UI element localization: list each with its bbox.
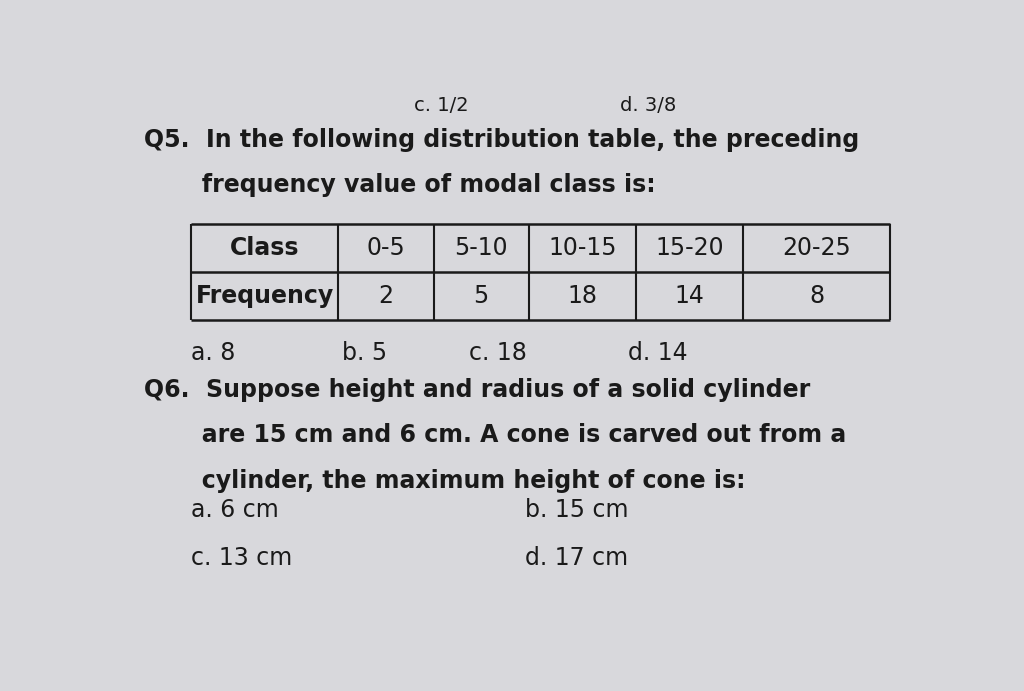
Text: Class: Class [230,236,300,260]
Text: 5-10: 5-10 [455,236,508,260]
Text: 20-25: 20-25 [782,236,851,260]
Text: are 15 cm and 6 cm. A cone is carved out from a: are 15 cm and 6 cm. A cone is carved out… [143,424,846,448]
Text: a. 6 cm: a. 6 cm [191,498,280,522]
Text: d. 17 cm: d. 17 cm [524,546,628,570]
Text: c. 1/2: c. 1/2 [414,96,468,115]
Text: 18: 18 [567,284,597,307]
Text: cylinder, the maximum height of cone is:: cylinder, the maximum height of cone is: [143,468,745,493]
Text: 2: 2 [379,284,393,307]
Text: 15-20: 15-20 [655,236,724,260]
Text: c. 13 cm: c. 13 cm [191,546,293,570]
Text: 14: 14 [675,284,705,307]
Text: 5: 5 [473,284,488,307]
Text: Frequency: Frequency [196,284,334,307]
Text: 8: 8 [809,284,824,307]
Text: b. 5: b. 5 [342,341,387,365]
Text: a. 8: a. 8 [191,341,236,365]
Text: b. 15 cm: b. 15 cm [524,498,629,522]
Text: d. 14: d. 14 [628,341,687,365]
Text: c. 18: c. 18 [469,341,527,365]
Text: frequency value of modal class is:: frequency value of modal class is: [143,173,655,198]
Text: 10-15: 10-15 [548,236,616,260]
Text: 0-5: 0-5 [367,236,406,260]
Text: Q5.  In the following distribution table, the preceding: Q5. In the following distribution table,… [143,128,859,152]
Text: Q6.  Suppose height and radius of a solid cylinder: Q6. Suppose height and radius of a solid… [143,378,810,402]
Text: d. 3/8: d. 3/8 [620,96,676,115]
